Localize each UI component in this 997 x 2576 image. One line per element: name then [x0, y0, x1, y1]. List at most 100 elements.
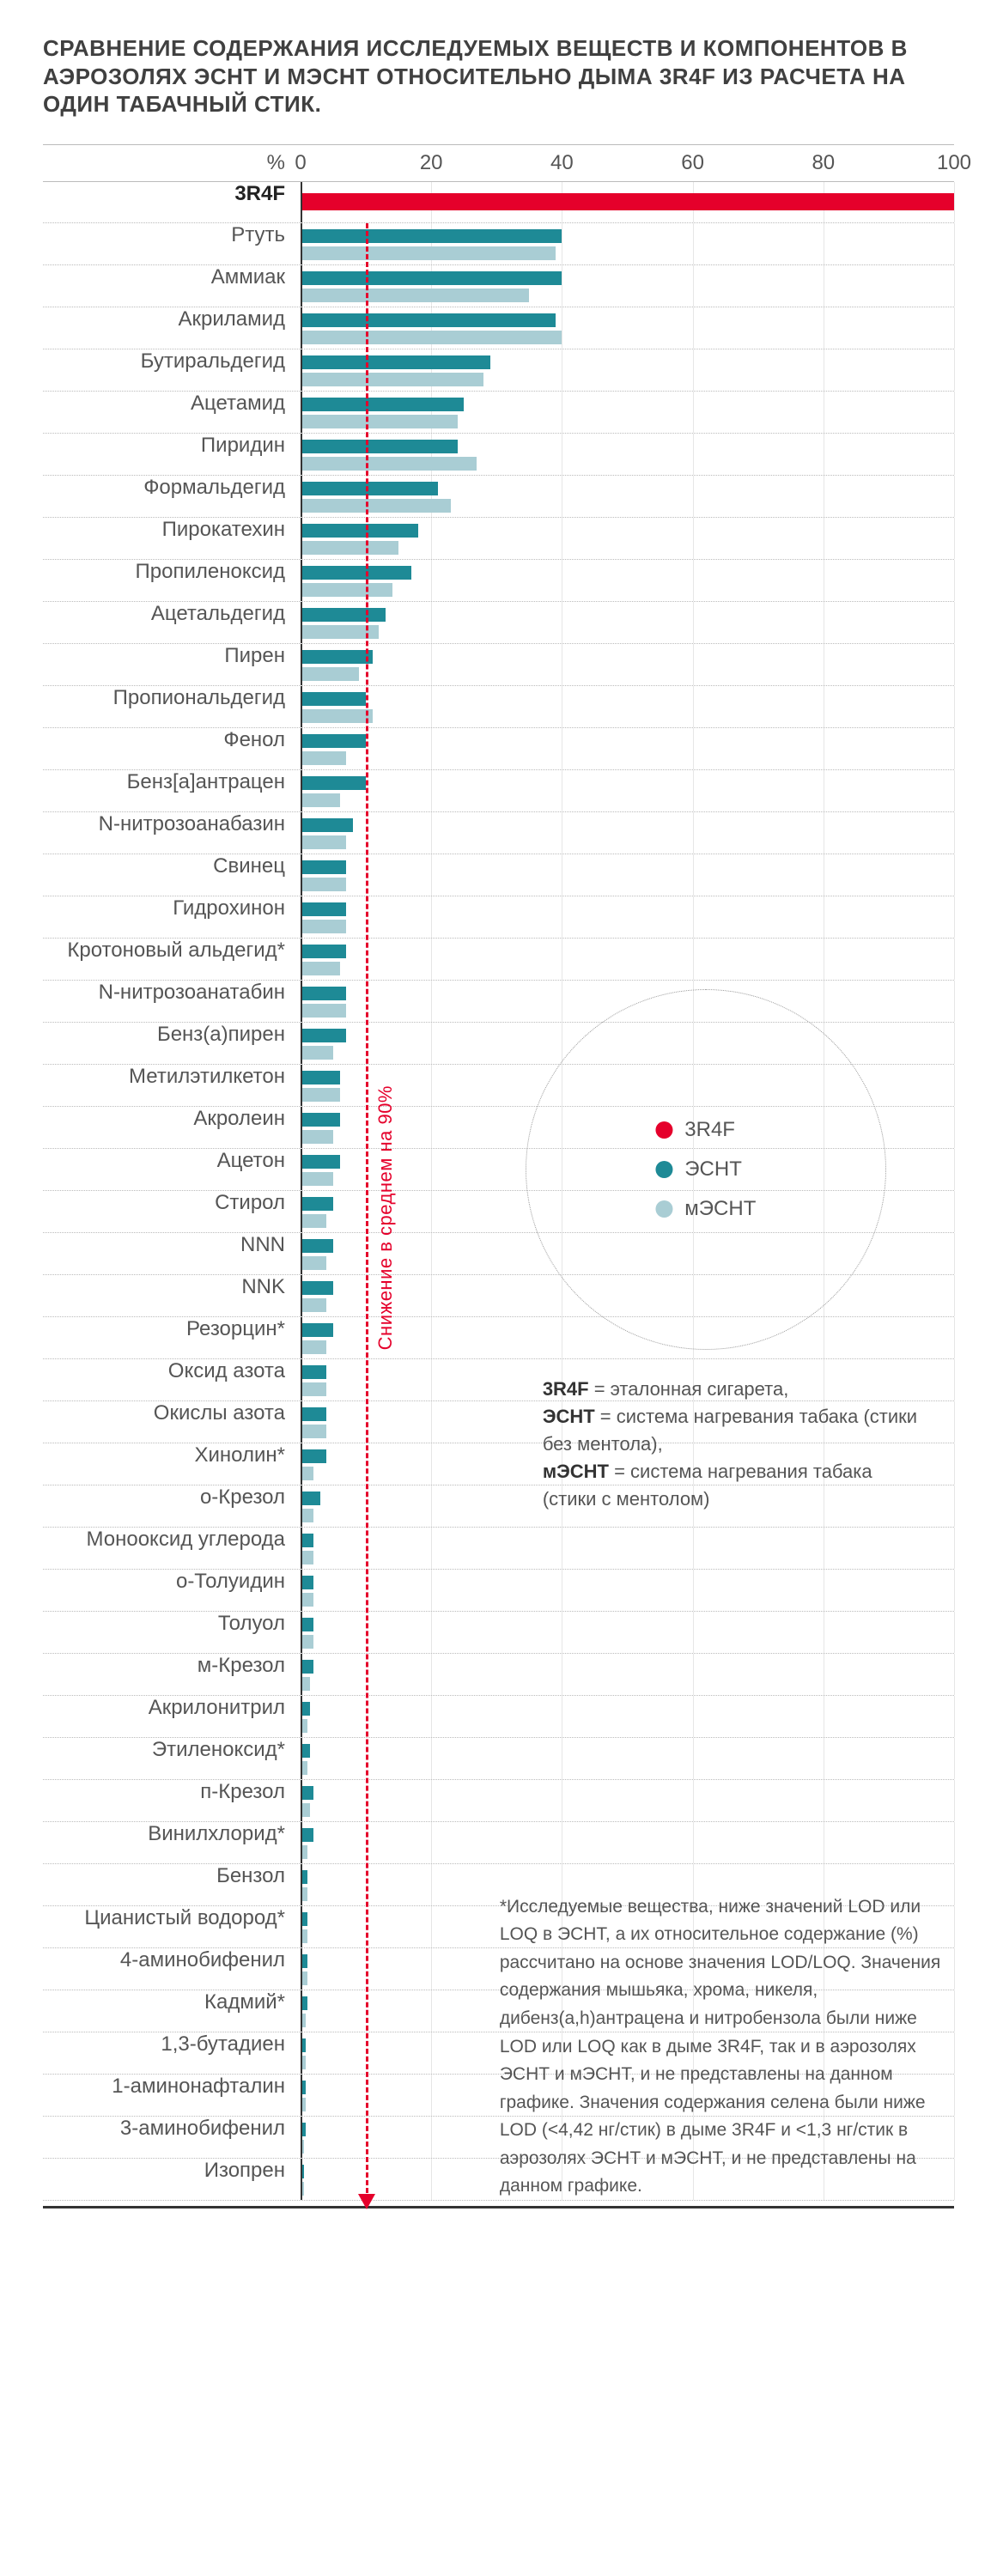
row-label: Бутиральдегид [43, 349, 301, 391]
row-label: Изопрен [43, 2159, 301, 2200]
data-row: Бенз[a]антрацен [43, 770, 954, 812]
bar-mesnt [301, 1298, 326, 1312]
bar-esnt [301, 1407, 326, 1421]
data-row: Хинолин* [43, 1443, 954, 1485]
baseline [301, 812, 302, 854]
row-label: Цианистый водород* [43, 1906, 301, 1947]
data-row: Пропиональдегид [43, 686, 954, 728]
bar-esnt [301, 692, 366, 706]
bar-esnt [301, 482, 438, 495]
bar-mesnt [301, 751, 346, 765]
data-row: Цианистый водород* [43, 1906, 954, 1948]
bar-mesnt [301, 583, 392, 597]
baseline [301, 1864, 302, 1905]
data-row: Кадмий* [43, 1990, 954, 2032]
bar-mesnt [301, 920, 346, 933]
bar-esnt [301, 1365, 326, 1379]
data-row: Стирол [43, 1191, 954, 1233]
data-row: 1-аминонафталин [43, 2075, 954, 2117]
row-label: Аммиак [43, 265, 301, 307]
data-row: Пирокатехин [43, 518, 954, 560]
row-label: Оксид азота [43, 1359, 301, 1400]
bar-esnt [301, 1660, 313, 1674]
bar-mesnt [301, 709, 373, 723]
data-row: NNK [43, 1275, 954, 1317]
data-row: Толуол [43, 1612, 954, 1654]
bar-esnt [301, 398, 464, 411]
row-label: Этиленоксид* [43, 1738, 301, 1779]
data-row: Окислы азота [43, 1401, 954, 1443]
row-label: 1,3-бутадиен [43, 2032, 301, 2074]
x-tick-label: 20 [420, 151, 443, 175]
bar-esnt [301, 229, 562, 243]
bar-esnt [301, 987, 346, 1000]
row-label: 4-аминобифенил [43, 1948, 301, 1990]
baseline [301, 896, 302, 938]
bar-esnt [301, 1449, 326, 1463]
row-label: Бенз[a]антрацен [43, 770, 301, 811]
data-row: Бутиральдегид [43, 349, 954, 392]
bar-mesnt [301, 1004, 346, 1018]
bar-mesnt [301, 1046, 333, 1060]
row-label: Кротоновый альдегид* [43, 939, 301, 980]
bar-esnt [301, 945, 346, 958]
bar-esnt [301, 608, 386, 622]
data-row: Акролеин [43, 1107, 954, 1149]
row-label: Пропиленоксид [43, 560, 301, 601]
baseline [301, 1990, 302, 2032]
bar-mesnt [301, 499, 451, 513]
bar-mesnt [301, 1340, 326, 1354]
row-label: 1-аминонафталин [43, 2075, 301, 2116]
row-label: Пропиональдегид [43, 686, 301, 727]
bar-mesnt [301, 289, 529, 302]
row-label: 3R4F [43, 182, 301, 222]
chart-title: СРАВНЕНИЕ СОДЕРЖАНИЯ ИССЛЕДУЕМЫХ ВЕЩЕСТВ… [43, 34, 954, 118]
data-row: Ртуть [43, 223, 954, 265]
data-row: Фенол [43, 728, 954, 770]
baseline [301, 1107, 302, 1148]
bar-mesnt [301, 1593, 313, 1607]
baseline [301, 1696, 302, 1737]
data-row: Кротоновый альдегид* [43, 939, 954, 981]
data-row: Гидрохинон [43, 896, 954, 939]
bar-mesnt [301, 793, 340, 807]
baseline [301, 1401, 302, 1443]
data-row: Пропиленоксид [43, 560, 954, 602]
row-label: Пирен [43, 644, 301, 685]
data-row: Формальдегид [43, 476, 954, 518]
bar-esnt [301, 271, 562, 285]
bar-esnt [301, 313, 556, 327]
bar-mesnt [301, 667, 359, 681]
x-tick-label: 60 [681, 151, 704, 175]
baseline [301, 1780, 302, 1821]
data-row: Бенз(a)пирен [43, 1023, 954, 1065]
bar-esnt [301, 1786, 313, 1800]
row-label: Стирол [43, 1191, 301, 1232]
baseline [301, 1612, 302, 1653]
bar-esnt [301, 566, 411, 580]
chart-area: % 020406080100 3R4FРтутьАммиакАкриламидБ… [43, 144, 954, 2208]
row-label: Бенз(a)пирен [43, 1023, 301, 1064]
row-label: Толуол [43, 1612, 301, 1653]
row-label: NNN [43, 1233, 301, 1274]
baseline [301, 392, 302, 433]
bar-esnt [301, 1071, 340, 1084]
bar-mesnt [301, 878, 346, 891]
row-label: N-нитрозоанатабин [43, 981, 301, 1022]
data-row: Бензол [43, 1864, 954, 1906]
row-label: Гидрохинон [43, 896, 301, 938]
row-label: Монооксид углерода [43, 1528, 301, 1569]
final-rule [43, 2206, 954, 2208]
bar-mesnt [301, 1635, 313, 1649]
baseline [301, 1570, 302, 1611]
row-label: o-Крезол [43, 1485, 301, 1527]
bar-esnt [301, 1239, 333, 1253]
baseline [301, 1528, 302, 1569]
data-row: Аммиак [43, 265, 954, 307]
bar-3r4f [301, 193, 954, 210]
bar-mesnt [301, 625, 379, 639]
bar-esnt [301, 355, 490, 369]
row-label: Кадмий* [43, 1990, 301, 2032]
bar-esnt [301, 1323, 333, 1337]
baseline [301, 1738, 302, 1779]
